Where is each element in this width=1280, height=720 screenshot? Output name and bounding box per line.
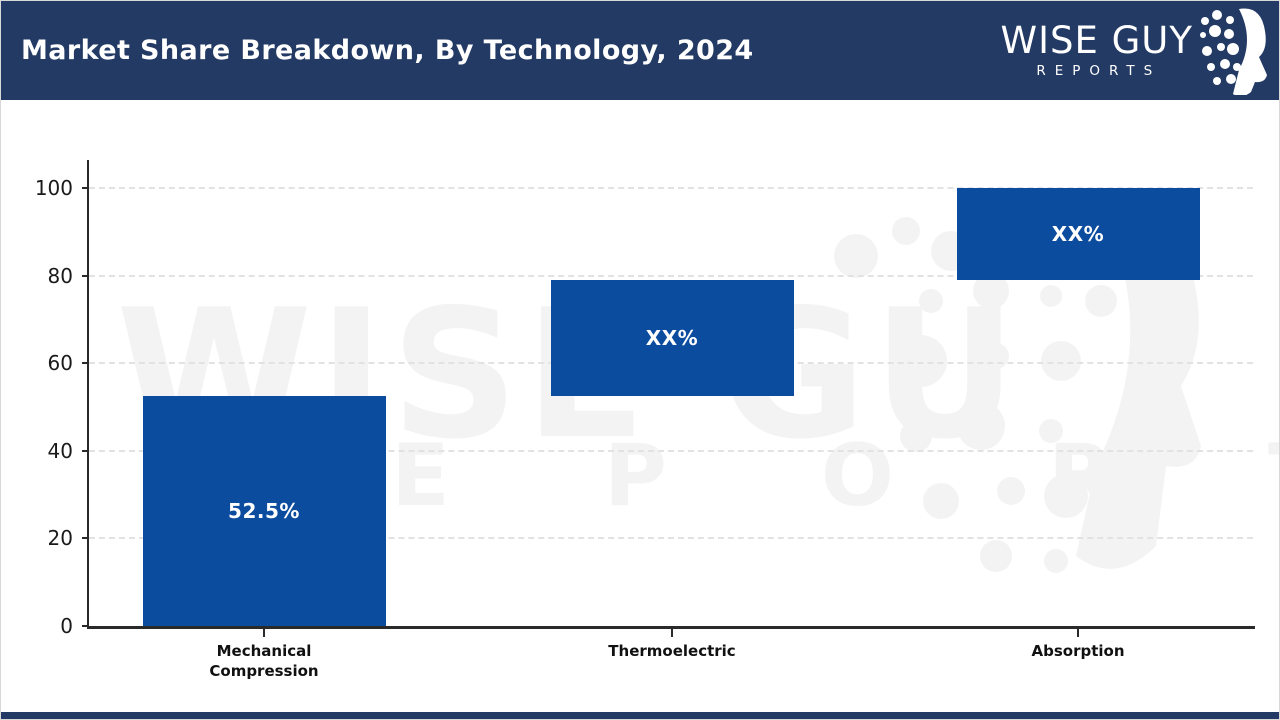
x-tick-mark-1 [671,629,673,637]
gridline-y-20 [89,537,1253,540]
bar-thermoelectric: XX% [550,279,794,397]
x-category-label-1: Thermoelectric [608,642,736,660]
wise-guy-reports-logo: WISE GUY REPORTS [1001,7,1279,95]
y-tick-label-100: 100 [34,176,73,200]
y-tick-label-40: 40 [47,438,73,463]
y-tick-mark-60 [82,362,89,365]
y-tick-label-0: 0 [60,614,73,638]
x-axis-line [87,626,1255,629]
bar-value-label: 52.5% [228,499,300,524]
gridline-y-100 [89,187,1253,189]
x-tick-mark-0 [263,629,265,637]
header-bar: Market Share Breakdown, By Technology, 2… [1,1,1279,100]
y-tick-label-80: 80 [47,263,73,288]
logo-text: WISE GUY REPORTS [1001,22,1193,79]
bar-absorption: XX% [956,188,1200,280]
x-tick-mark-2 [1077,629,1079,637]
bar-value-label: XX% [645,326,699,350]
y-tick-mark-40 [82,449,89,452]
x-category-label-0: Mechanical Compression [209,642,319,681]
y-tick-label-60: 60 [47,351,73,376]
logo-wise-guy-label: WISE GUY [1000,19,1193,63]
chart-title: Market Share Breakdown, By Technology, 2… [21,35,754,66]
y-axis-line [87,160,89,628]
logo-reports-label: REPORTS [1036,63,1162,80]
plot-area: 0 20 40 60 80 100 52.5% Mechanical Compression X… [1,100,1279,714]
y-tick-mark-100 [82,187,89,189]
y-tick-label-20: 20 [47,526,73,551]
bar-mechanical-compression: 52.5% [142,396,386,626]
footer-bar [1,712,1279,719]
gridline-y-40 [89,449,1253,452]
logo-face-icon [1200,7,1267,95]
y-tick-mark-80 [82,274,89,277]
gridline-y-80 [89,274,1253,277]
y-tick-mark-0 [82,625,89,627]
bar-value-label: XX% [1051,221,1105,246]
y-tick-mark-20 [82,537,89,540]
x-category-label-2: Absorption [1031,642,1125,660]
